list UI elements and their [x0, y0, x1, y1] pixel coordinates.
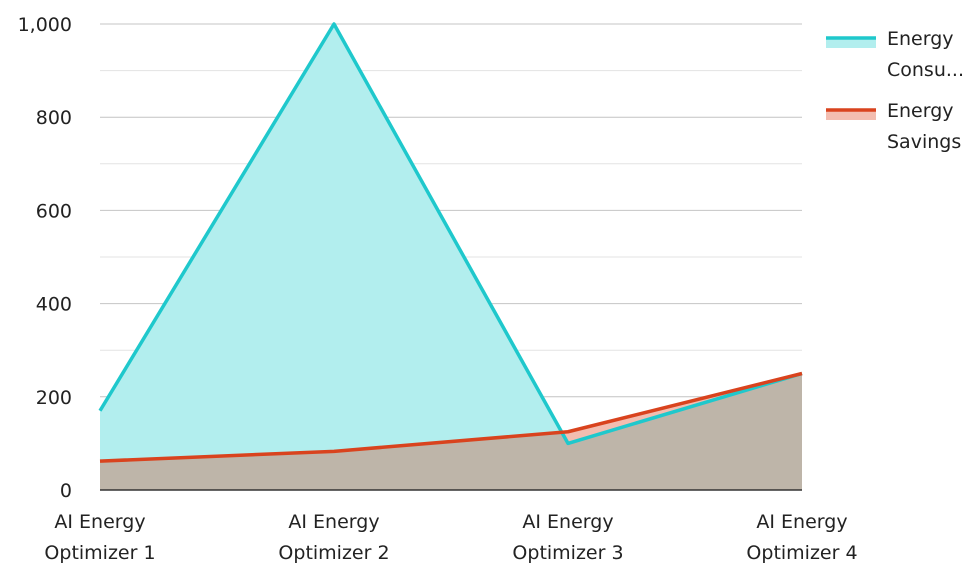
legend-label: Energy Consu... — [887, 28, 964, 81]
series-lines — [98, 22, 803, 463]
legend-label: Energy Savings — [887, 100, 961, 153]
area-overlap — [100, 373, 802, 490]
x-axis-ticks: AI Energy Optimizer 1 AI Energy Optimizer 2… — [44, 511, 857, 564]
x-tick-label: AI Energy Optimizer 3 — [512, 511, 623, 564]
y-tick-label: 400 — [36, 294, 72, 316]
y-tick-label: 0 — [60, 480, 72, 502]
y-axis-ticks: 0 200 400 600 800 1,000 — [18, 14, 72, 502]
legend-swatch-fill — [826, 110, 876, 120]
y-tick-label: 800 — [36, 107, 72, 129]
line-energy-savings — [99, 371, 803, 463]
legend-swatch-fill — [826, 38, 876, 48]
x-tick-label: AI Energy Optimizer 4 — [746, 511, 857, 564]
y-tick-label: 1,000 — [18, 14, 72, 36]
legend: Energy Consu... Energy Savings — [826, 28, 964, 153]
line-energy-consumption — [98, 22, 803, 446]
legend-item-energy-consumption: Energy Consu... — [826, 28, 964, 81]
area-energy-consumption — [100, 24, 802, 490]
y-tick-label: 200 — [36, 387, 72, 409]
series-areas — [100, 24, 802, 490]
x-tick-label: AI Energy Optimizer 2 — [278, 511, 389, 564]
legend-item-energy-savings: Energy Savings — [826, 100, 961, 153]
x-tick-label: AI Energy Optimizer 1 — [44, 511, 155, 564]
y-tick-label: 600 — [36, 200, 72, 222]
